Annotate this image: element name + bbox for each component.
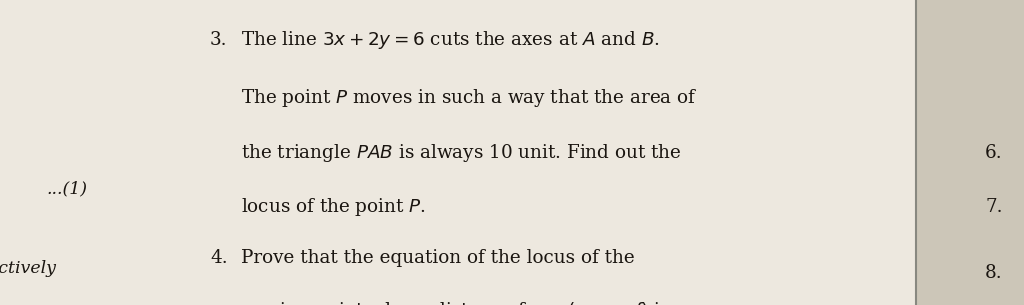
Text: locus of the point $P$.: locus of the point $P$. [241, 196, 426, 218]
Text: 7.: 7. [985, 198, 1002, 217]
Text: 4.: 4. [210, 249, 227, 267]
Text: The point $P$ moves in such a way that the area of: The point $P$ moves in such a way that t… [241, 87, 697, 109]
Text: ectively: ectively [0, 260, 56, 277]
Text: 3.: 3. [210, 30, 227, 49]
Text: moving point whose distance from $(-g,-f)$ is: moving point whose distance from $(-g,-f… [241, 300, 670, 305]
Text: Prove that the equation of the locus of the: Prove that the equation of the locus of … [241, 249, 635, 267]
Text: The line $3x+2y=6$ cuts the axes at $A$ and $B$.: The line $3x+2y=6$ cuts the axes at $A$ … [241, 29, 659, 51]
Text: 8.: 8. [985, 264, 1002, 282]
Text: the triangle $PAB$ is always 10 unit. Find out the: the triangle $PAB$ is always 10 unit. Fi… [241, 142, 681, 163]
Text: 6.: 6. [985, 143, 1002, 162]
Bar [916, 0, 1024, 305]
Text: ...(1): ...(1) [46, 181, 87, 198]
